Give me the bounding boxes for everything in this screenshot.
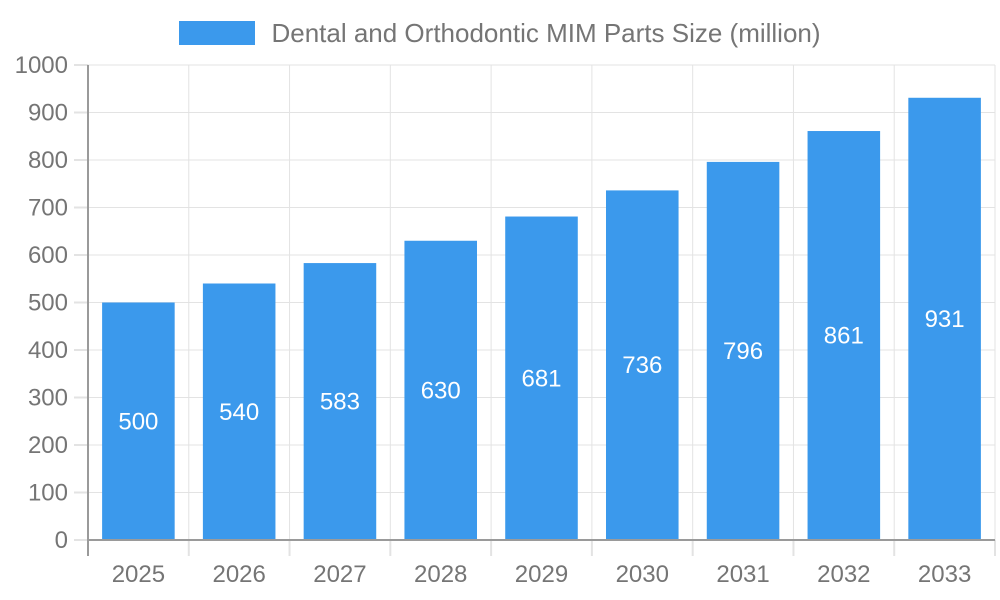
bar[interactable] — [706, 161, 780, 540]
y-tick-label: 800 — [28, 147, 68, 174]
bar[interactable] — [202, 283, 276, 541]
bar-value-label: 540 — [219, 399, 259, 426]
y-tick-label: 700 — [28, 195, 68, 222]
bar[interactable] — [102, 302, 175, 541]
x-tick-label: 2032 — [817, 561, 870, 588]
legend-swatch — [179, 21, 256, 45]
bar-value-label: 681 — [521, 365, 561, 392]
bar-value-label: 931 — [925, 306, 965, 333]
y-tick-label: 600 — [28, 242, 68, 269]
bar-value-label: 500 — [118, 408, 158, 435]
y-tick-label: 500 — [28, 290, 68, 317]
bar[interactable] — [908, 97, 981, 541]
bar-value-label: 796 — [723, 338, 763, 365]
bar-value-label: 861 — [824, 323, 864, 350]
y-tick-label: 900 — [28, 100, 68, 127]
bar-value-label: 736 — [622, 352, 662, 379]
bar[interactable] — [404, 240, 478, 540]
bar-value-label: 630 — [421, 377, 461, 404]
x-tick-label: 2025 — [112, 561, 165, 588]
y-tick-label: 100 — [28, 480, 68, 507]
x-tick-label: 2031 — [716, 561, 769, 588]
bar[interactable] — [807, 131, 881, 540]
x-tick-label: 2030 — [616, 561, 669, 588]
bar-value-label: 583 — [320, 389, 360, 416]
y-tick-label: 0 — [55, 527, 68, 554]
x-tick-label: 2026 — [212, 561, 265, 588]
x-tick-label: 2028 — [414, 561, 467, 588]
bar[interactable] — [303, 263, 377, 540]
y-tick-label: 300 — [28, 385, 68, 412]
y-tick-label: 400 — [28, 337, 68, 364]
x-tick-label: 2033 — [918, 561, 971, 588]
y-tick-label: 200 — [28, 432, 68, 459]
x-tick-label: 2027 — [313, 561, 366, 588]
bar[interactable] — [605, 190, 679, 540]
legend-label: Dental and Orthodontic MIM Parts Size (m… — [271, 17, 821, 48]
y-tick-label: 1000 — [15, 52, 68, 79]
chart-legend[interactable]: Dental and Orthodontic MIM Parts Size (m… — [0, 18, 1000, 48]
x-tick-label: 2029 — [515, 561, 568, 588]
bar[interactable] — [505, 216, 578, 540]
